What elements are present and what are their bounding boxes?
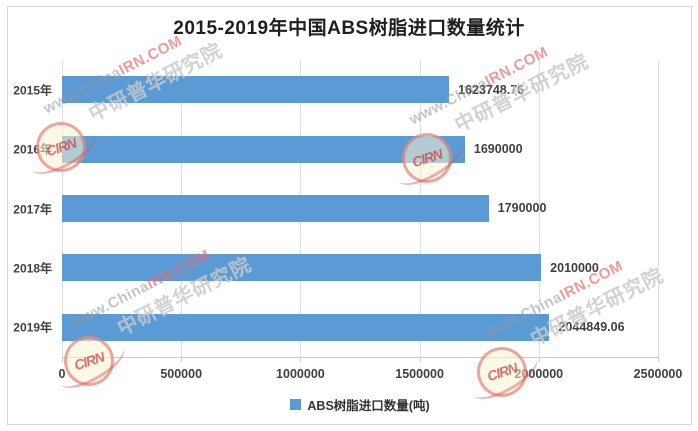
plot-area: 1623748.76 1690000 1790000 2010000 2044849.0…: [62, 60, 659, 358]
bar-rows: 1623748.76 1690000 1790000 2010000 2044849.0…: [62, 60, 658, 357]
data-label: 1690000: [473, 142, 523, 157]
legend: ABS树脂进口数量(吨): [62, 395, 658, 413]
y-axis-tick-label: 2017年: [13, 202, 52, 216]
y-axis-tick-label: 2018年: [13, 261, 52, 276]
data-label: 2010000: [550, 260, 599, 275]
x-tick-mark: [300, 357, 302, 362]
x-tick-mark: [181, 357, 183, 362]
legend-swatch-icon: [290, 398, 302, 410]
bar: [62, 194, 489, 222]
y-axis-tick-label: 2019年: [13, 320, 52, 335]
x-axis-tick-label: 2000000: [514, 367, 564, 381]
x-axis-tick-label: 1000000: [276, 367, 325, 381]
x-tick-mark: [419, 357, 421, 362]
x-axis-labels: 0 500000 1000000 1500000 2000000 2500000: [58, 367, 683, 383]
x-tick-mark: [62, 357, 63, 362]
x-axis-tick-label: 1500000: [395, 367, 444, 381]
bar: [62, 254, 542, 282]
x-tick-marks: [62, 357, 659, 363]
gridline: [658, 60, 659, 357]
y-axis-labels: 2015年 2016年 2017年 2018年 2019年: [0, 60, 57, 357]
x-tick-mark: [658, 357, 659, 362]
bar-row: 1623748.76: [62, 60, 658, 119]
data-label: 1623748.76: [458, 82, 525, 97]
bar: [62, 135, 465, 163]
bar-row: 2010000: [62, 238, 658, 297]
y-axis-tick-label: 2015年: [13, 83, 52, 98]
x-axis-tick-label: 0: [58, 367, 66, 381]
y-axis-tick-label: 2016年: [13, 142, 52, 157]
x-axis-tick-label: 500000: [160, 367, 203, 381]
gridline: [538, 60, 540, 357]
x-tick-mark: [538, 357, 540, 362]
bar: [62, 76, 450, 104]
legend-label: ABS树脂进口数量(吨): [307, 398, 430, 413]
data-label: 1790000: [497, 201, 547, 216]
bar-row: 2044849.06: [62, 298, 658, 357]
data-label: 2044849.06: [558, 320, 625, 335]
chart-title: 2015-2019年中国ABS树脂进口数量统计: [173, 18, 525, 39]
bar-row: 1790000: [62, 179, 658, 238]
bar-row: 1690000: [62, 119, 658, 178]
bar: [62, 313, 550, 341]
x-axis-tick-label: 2500000: [633, 367, 683, 381]
